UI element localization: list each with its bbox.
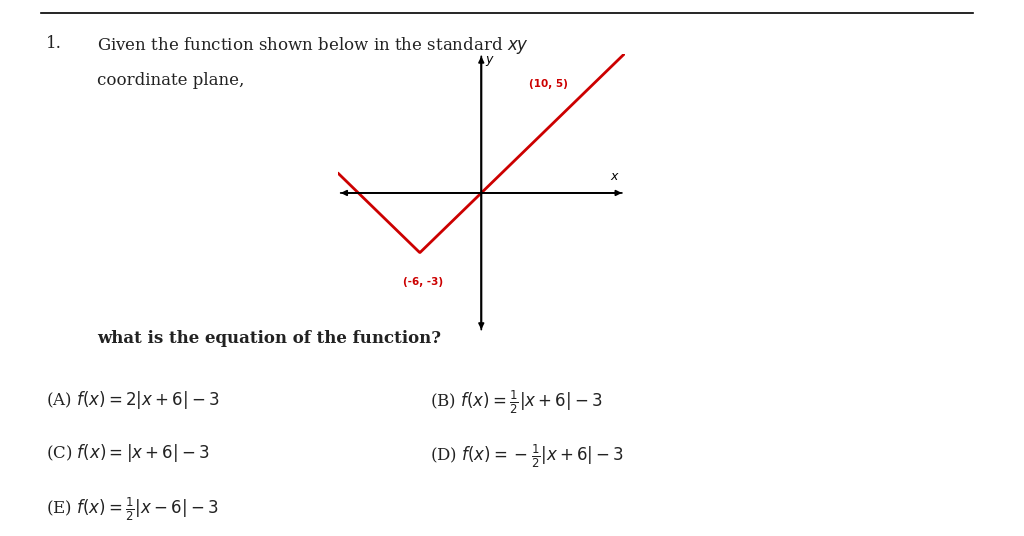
- Text: Given the function shown below in the standard $xy$: Given the function shown below in the st…: [97, 35, 529, 56]
- Text: $y$: $y$: [485, 54, 496, 68]
- Text: (-6, -3): (-6, -3): [402, 277, 443, 287]
- Text: coordinate plane,: coordinate plane,: [97, 72, 245, 90]
- Text: 1.: 1.: [46, 35, 62, 52]
- Text: (A) $f(x) = 2|x + 6| -3$: (A) $f(x) = 2|x + 6| -3$: [46, 389, 220, 411]
- Text: $x$: $x$: [609, 170, 620, 183]
- Text: (C) $f(x) = |x + 6| -3$: (C) $f(x) = |x + 6| -3$: [46, 442, 210, 464]
- Text: what is the equation of the function?: what is the equation of the function?: [97, 330, 441, 347]
- Text: (E) $f(x) = \frac{1}{2}|x - 6| -3$: (E) $f(x) = \frac{1}{2}|x - 6| -3$: [46, 496, 219, 523]
- Text: (B) $f(x) = \frac{1}{2}|x + 6| -3$: (B) $f(x) = \frac{1}{2}|x + 6| -3$: [430, 389, 603, 416]
- Text: (10, 5): (10, 5): [529, 79, 568, 90]
- Text: (D) $f(x) = -\frac{1}{2}|x + 6| -3$: (D) $f(x) = -\frac{1}{2}|x + 6| -3$: [430, 442, 625, 470]
